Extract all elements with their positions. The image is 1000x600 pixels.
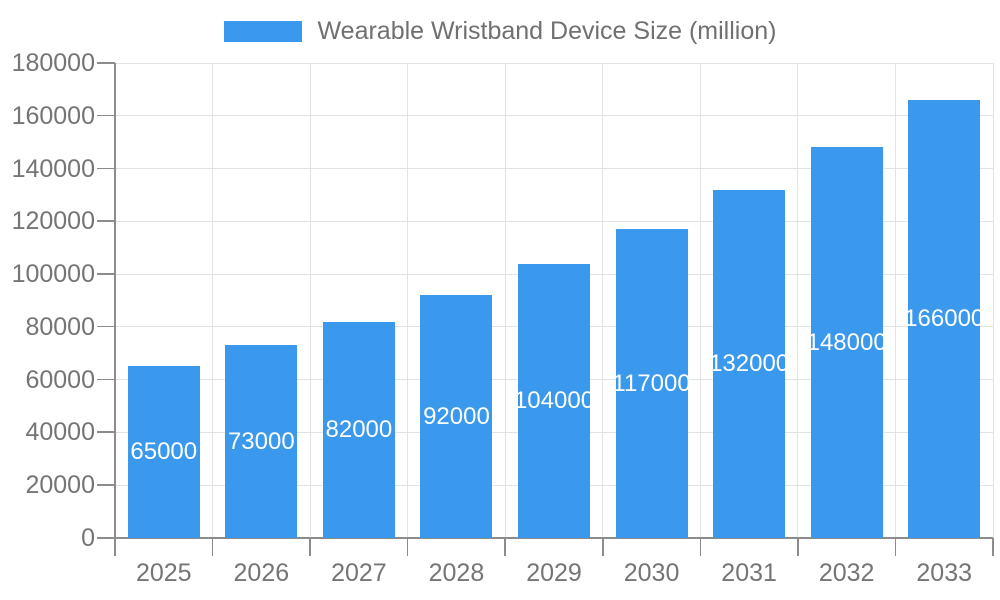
x-gridline [602, 63, 604, 538]
x-tick [211, 538, 214, 556]
bar[interactable]: 117000 [612, 229, 691, 538]
x-gridline [309, 63, 311, 538]
y-tick [97, 273, 115, 275]
x-tick [309, 538, 311, 556]
bar[interactable]: 104000 [514, 263, 594, 538]
x-gridline [797, 63, 799, 538]
bar-value-label: 166000 [904, 304, 985, 332]
x-tick [992, 538, 994, 556]
bar[interactable]: 82000 [322, 321, 395, 538]
bar-value-label: 73000 [227, 427, 295, 455]
bar[interactable]: 92000 [420, 295, 493, 538]
x-tick-label: 2028 [428, 559, 485, 587]
bar[interactable]: 73000 [225, 345, 298, 538]
legend-swatch-icon [223, 20, 302, 42]
x-gridline [699, 63, 701, 538]
bar-value-label: 82000 [325, 415, 393, 443]
y-tick [97, 114, 115, 117]
y-tick-label: 120000 [11, 207, 95, 236]
y-tick [97, 220, 115, 222]
y-gridline [115, 220, 993, 222]
bar-value-label: 65000 [130, 438, 198, 466]
x-tick-label: 2029 [526, 559, 582, 587]
x-tick-label: 2032 [818, 559, 875, 587]
bar[interactable]: 132000 [709, 189, 789, 538]
x-tick-label: 2030 [623, 559, 680, 587]
y-tick-label: 180000 [11, 49, 95, 77]
y-tick [97, 62, 115, 64]
x-gridline [407, 63, 409, 538]
bar[interactable]: 65000 [127, 366, 200, 538]
x-tick-label: 2027 [331, 559, 387, 587]
y-tick [97, 431, 115, 433]
y-gridline [115, 115, 993, 117]
y-tick [97, 484, 115, 486]
bar[interactable]: 148000 [807, 147, 887, 538]
y-tick-label: 80000 [25, 312, 95, 341]
y-axis-line [114, 63, 116, 556]
y-tick [97, 167, 115, 170]
bar[interactable]: 166000 [904, 99, 984, 538]
bar-value-label: 132000 [709, 349, 790, 377]
y-tick-label: 60000 [25, 365, 95, 394]
bar-value-label: 92000 [423, 402, 490, 430]
x-tick-label: 2026 [233, 559, 290, 587]
x-tick-label: 2025 [135, 559, 192, 587]
x-tick-label: 2033 [916, 559, 973, 587]
y-gridline [115, 62, 993, 64]
y-tick-label: 20000 [25, 471, 95, 500]
y-tick-label: 100000 [11, 260, 95, 289]
y-tick-label: 0 [81, 524, 95, 552]
y-tick [97, 378, 115, 381]
y-gridline [115, 168, 993, 170]
y-tick [97, 325, 115, 328]
bar-value-label: 148000 [806, 328, 887, 356]
x-tick [797, 538, 799, 556]
bar-value-label: 104000 [513, 386, 595, 414]
x-tick [602, 538, 604, 556]
y-tick-label: 160000 [11, 101, 95, 130]
y-tick-label: 40000 [25, 418, 95, 447]
x-tick [504, 538, 506, 556]
x-axis-line [97, 537, 993, 539]
y-tick-label: 140000 [11, 154, 95, 183]
x-gridline [504, 63, 506, 538]
x-gridline [212, 63, 214, 538]
legend-label: Wearable Wristband Device Size (million) [317, 17, 777, 45]
x-tick-label: 2031 [721, 559, 777, 587]
bar-value-label: 117000 [612, 369, 691, 397]
x-gridline [992, 63, 994, 538]
x-tick [894, 538, 897, 556]
x-tick [699, 538, 702, 556]
x-gridline [894, 63, 896, 538]
legend[interactable]: Wearable Wristband Device Size (million) [0, 16, 1000, 46]
x-tick [406, 538, 409, 556]
